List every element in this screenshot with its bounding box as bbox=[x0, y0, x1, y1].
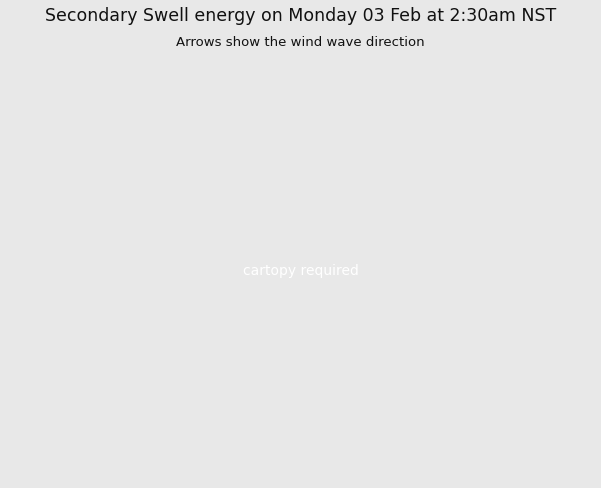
Text: cartopy required: cartopy required bbox=[243, 263, 358, 277]
Text: Arrows show the wind wave direction: Arrows show the wind wave direction bbox=[176, 36, 425, 49]
Text: Secondary Swell energy on Monday 03 Feb at 2:30am NST: Secondary Swell energy on Monday 03 Feb … bbox=[45, 6, 556, 24]
